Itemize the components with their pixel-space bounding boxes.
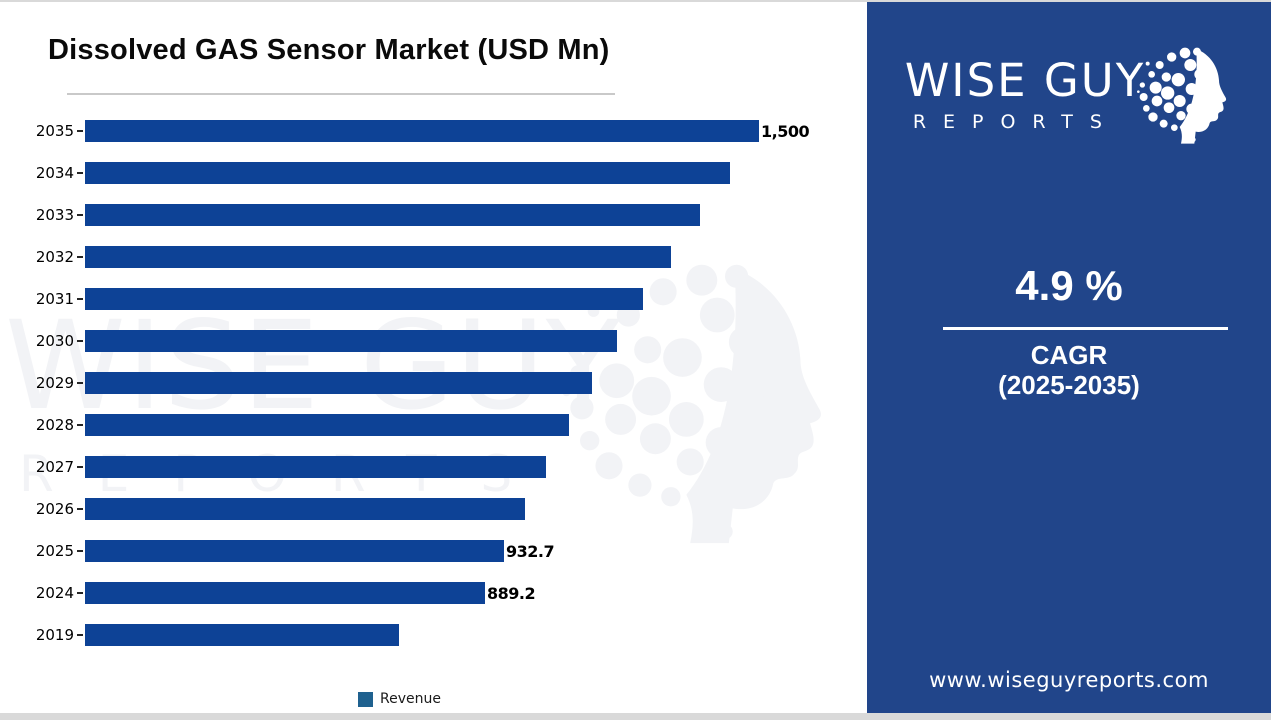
revenue-bar [85,540,504,562]
y-axis-label: 2024 [35,584,74,602]
revenue-bar [85,498,525,520]
bar-row: 2024 889.2 [0,572,867,614]
bar-track [83,204,867,226]
y-axis-label: 2029 [35,374,74,392]
bar-row: 2019 [0,614,867,656]
axis-tick [77,508,83,510]
axis-tick [77,298,83,300]
axis-tick [77,172,83,174]
axis-tick [77,256,83,258]
bar-row: 2031 [0,278,867,320]
y-axis-label: 2019 [35,626,74,644]
bar-track [83,414,867,436]
bar-row: 2025 932.7 [0,530,867,572]
y-axis-label: 2031 [35,290,74,308]
cagr-label-line2: (2025-2035) [998,369,1140,400]
y-axis-label: 2027 [35,458,74,476]
chart-legend: Revenue [358,691,441,707]
bar-track [83,330,867,352]
bar-value-label: 889.2 [487,583,536,603]
logo-wordmark: WISE GUY [904,53,1146,107]
revenue-bar [85,456,546,478]
y-axis-label: 2032 [35,248,74,266]
axis-tick [77,634,83,636]
bar-row: 2034 [0,152,867,194]
axis-tick [77,550,83,552]
logo-text: WISE GUY REPORTS [905,58,1145,133]
axis-tick [77,130,83,132]
top-border [0,0,1271,2]
revenue-bar [85,162,730,184]
bar-row: 2028 [0,404,867,446]
brand-sidebar: WISE GUY REPORTS 4.9 % CAGR (2025-2035) … [867,0,1271,720]
y-axis-label: 2035 [35,122,74,140]
y-axis-label: 2034 [35,164,74,182]
chart-panel: Dissolved GAS Sensor Market (USD Mn) WIS… [0,34,867,707]
bar-track [83,624,867,646]
bar-track: 889.2 [83,582,867,604]
axis-tick [77,592,83,594]
bar-track [83,456,867,478]
y-axis-label: 2030 [35,332,74,350]
title-underline [67,93,615,95]
wise-guy-logo: WISE GUY REPORTS [867,38,1271,152]
bar-row: 2029 [0,362,867,404]
revenue-bar [85,288,643,310]
cagr-value: 4.9 % [1015,262,1123,309]
revenue-bar [85,204,700,226]
axis-tick [77,214,83,216]
logo-subtext: REPORTS [912,110,1119,133]
website-url: www.wiseguyreports.com [929,668,1209,692]
bar-track [83,288,867,310]
y-axis-label: 2033 [35,206,74,224]
y-axis-label: 2025 [35,542,74,560]
axis-tick [77,466,83,468]
axis-tick [77,424,83,426]
bar-track [83,372,867,394]
bar-track: 1,500 [83,120,867,142]
revenue-bar [85,246,671,268]
bar-row: 2026 [0,488,867,530]
bar-row: 2027 [0,446,867,488]
bar-row: 2032 [0,236,867,278]
bar-row: 2033 [0,194,867,236]
bar-track [83,498,867,520]
legend-label: Revenue [380,691,441,707]
axis-tick [77,382,83,384]
revenue-bar [85,582,485,604]
bar-row: 2035 1,500 [0,110,867,152]
cagr-label-line1: CAGR [1030,340,1108,370]
plot-area: 2035 1,500 2034 2033 2032 2031 2030 2029 2028 202… [0,110,867,656]
bar-value-label: 932.7 [506,541,555,561]
revenue-bar [85,414,569,436]
revenue-bar [85,330,617,352]
axis-tick [77,340,83,342]
y-axis-label: 2026 [35,500,74,518]
bar-value-label: 1,500 [761,121,810,141]
bottom-border [0,713,1271,720]
logo-head-icon [1137,47,1227,144]
bar-track: 932.7 [83,540,867,562]
bar-track [83,162,867,184]
revenue-bar [85,624,399,646]
cagr-divider [943,327,1228,330]
chart-title: Dissolved GAS Sensor Market (USD Mn) [48,34,610,66]
cagr-label: CAGR (2025-2035) [867,340,1271,401]
bar-track [83,246,867,268]
legend-swatch [358,691,373,707]
revenue-bar [85,372,592,394]
y-axis-label: 2028 [35,416,74,434]
bar-row: 2030 [0,320,867,362]
revenue-bar [85,120,759,142]
